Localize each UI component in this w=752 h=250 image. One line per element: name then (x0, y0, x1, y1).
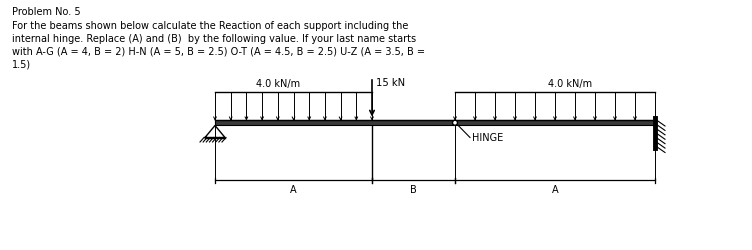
Text: Problem No. 5: Problem No. 5 (12, 7, 80, 17)
Text: HINGE: HINGE (472, 133, 503, 143)
Text: For the beams shown below calculate the Reaction of each support including the: For the beams shown below calculate the … (12, 21, 408, 31)
Text: B: B (410, 184, 417, 194)
Text: 15 kN: 15 kN (376, 78, 405, 88)
Text: A: A (552, 184, 558, 194)
Text: 4.0 kN/m: 4.0 kN/m (548, 79, 592, 89)
Text: A: A (290, 184, 297, 194)
Circle shape (453, 121, 457, 126)
Text: internal hinge. Replace (A) and (B)  by the following value. If your last name s: internal hinge. Replace (A) and (B) by t… (12, 34, 416, 44)
Text: with A-G (A = 4, B = 2) H-N (A = 5, B = 2.5) O-T (A = 4.5, B = 2.5) U-Z (A = 3.5: with A-G (A = 4, B = 2) H-N (A = 5, B = … (12, 47, 425, 57)
Bar (215, 120, 655, 126)
Text: 1.5): 1.5) (12, 60, 31, 70)
Text: 4.0 kN/m: 4.0 kN/m (256, 79, 301, 89)
